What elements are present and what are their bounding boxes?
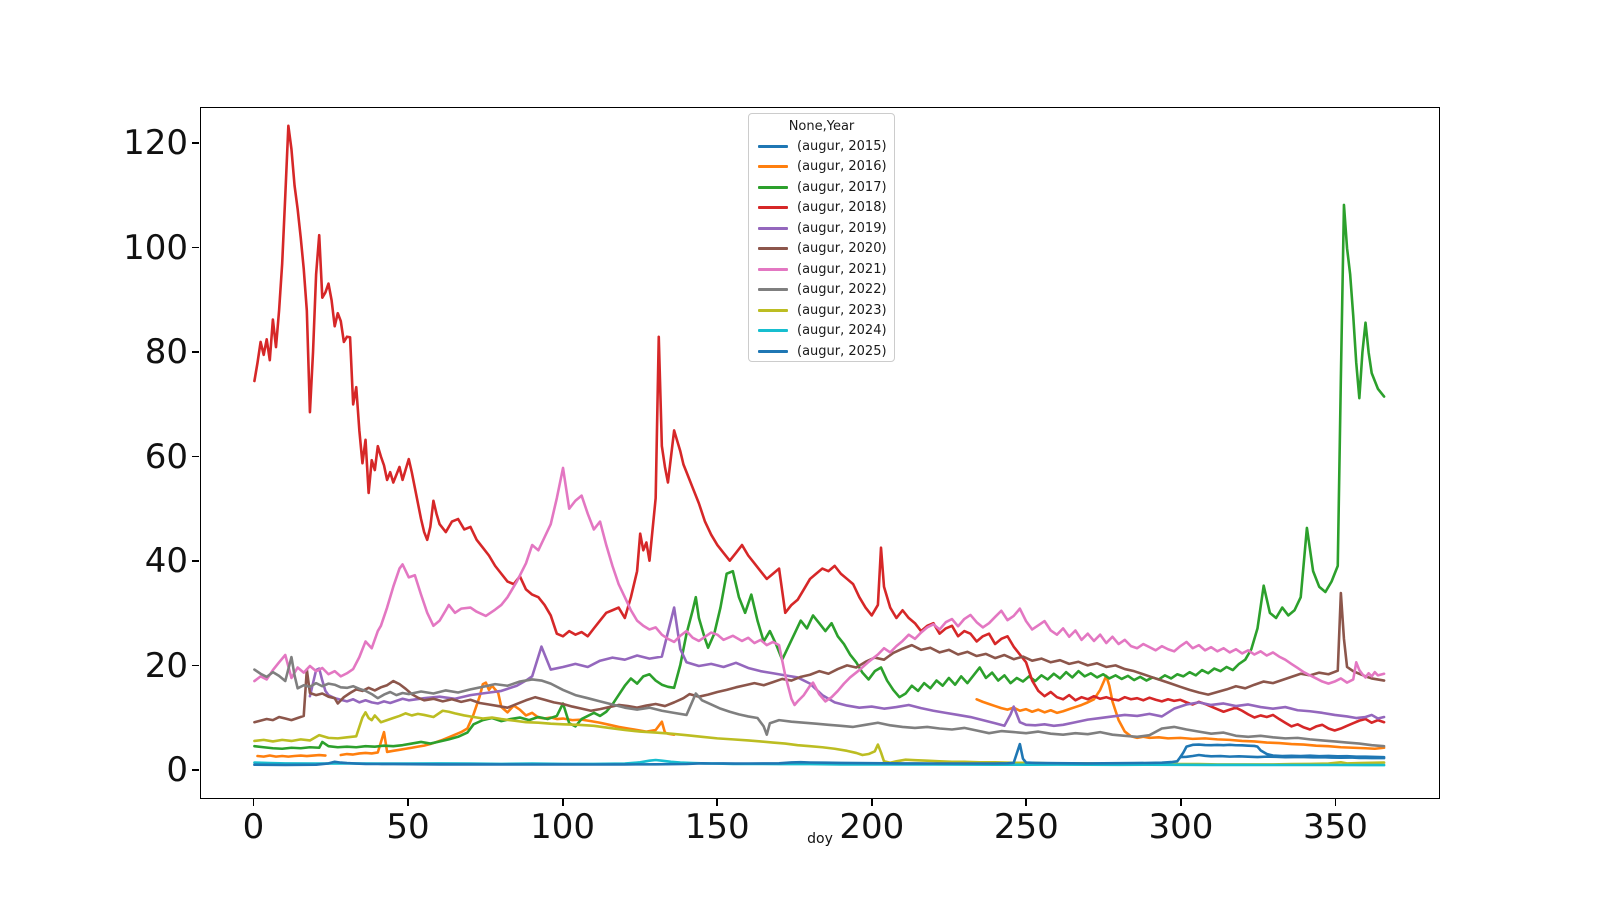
- x-tick-label: 100: [530, 807, 596, 847]
- legend-swatch-2016: [758, 165, 788, 169]
- legend-item-2023: (augur, 2023): [749, 300, 894, 321]
- series-line-2022: [253, 655, 1386, 748]
- y-tick-mark: [192, 351, 199, 353]
- legend-swatch-2015: [758, 144, 788, 148]
- series-line-2017: [253, 203, 1386, 751]
- legend-label-2015: (augur, 2015): [797, 138, 887, 154]
- x-tick-mark: [407, 799, 409, 806]
- y-tick-label: 120: [123, 123, 188, 164]
- y-tick-label: 100: [123, 227, 188, 268]
- x-tick-mark: [1180, 799, 1182, 806]
- legend: None,Year (augur, 2015) (augur, 2016) (aug…: [748, 113, 895, 362]
- x-tick-mark: [561, 799, 564, 806]
- legend-swatch-2023: [758, 308, 788, 312]
- legend-swatch-2020: [758, 247, 788, 251]
- y-tick-label: 20: [144, 645, 188, 686]
- series-line-2025: [253, 742, 1386, 767]
- legend-item-2024: (augur, 2024): [749, 321, 894, 342]
- legend-swatch-2021: [758, 267, 788, 271]
- plot-svg: [253, 124, 1386, 767]
- legend-item-2017: (augur, 2017): [749, 177, 894, 198]
- legend-label-2022: (augur, 2022): [797, 282, 887, 298]
- legend-label-2025: (augur, 2025): [797, 343, 887, 359]
- legend-swatch-2022: [758, 288, 788, 292]
- legend-item-2019: (augur, 2019): [749, 218, 894, 239]
- legend-item-2016: (augur, 2016): [749, 157, 894, 178]
- legend-swatch-2019: [758, 226, 788, 230]
- y-tick-label: 0: [166, 750, 188, 790]
- series-line-2016: [975, 674, 1386, 751]
- legend-label-2018: (augur, 2018): [797, 200, 887, 216]
- legend-item-2022: (augur, 2022): [749, 280, 894, 301]
- legend-item-2018: (augur, 2018): [749, 198, 894, 219]
- x-tick-label: 350: [1303, 807, 1368, 847]
- series-line-2021: [253, 466, 1386, 707]
- x-tick-mark: [1025, 799, 1028, 806]
- legend-item-2020: (augur, 2020): [749, 239, 894, 260]
- y-tick-mark: [192, 246, 199, 249]
- x-tick-mark: [870, 799, 873, 806]
- x-tick-label: 50: [386, 807, 430, 847]
- legend-label-2017: (augur, 2017): [797, 179, 887, 195]
- x-tick-mark: [716, 799, 719, 806]
- legend-swatch-2024: [758, 329, 788, 333]
- legend-items: (augur, 2015) (augur, 2016) (augur, 2017) (…: [749, 136, 894, 362]
- legend-label-2024: (augur, 2024): [797, 323, 887, 339]
- x-tick-mark: [1334, 799, 1337, 806]
- y-tick-label: 40: [144, 541, 188, 582]
- y-tick-mark: [192, 560, 199, 562]
- y-tick-mark: [192, 664, 199, 667]
- y-tick-label: 60: [144, 436, 188, 477]
- series-line-2015: [1179, 743, 1386, 759]
- series-line-2018: [253, 124, 1386, 732]
- legend-label-2021: (augur, 2021): [797, 261, 887, 277]
- series-line-2020: [253, 591, 1386, 724]
- legend-swatch-2018: [758, 206, 788, 210]
- x-tick-label: 250: [993, 807, 1059, 847]
- legend-label-2016: (augur, 2016): [797, 159, 887, 175]
- legend-label-2023: (augur, 2023): [797, 302, 887, 318]
- x-axis-label: doy: [807, 831, 833, 847]
- x-tick-label: 200: [839, 807, 905, 847]
- legend-item-2015: (augur, 2015): [749, 136, 894, 157]
- series-line-2016: [256, 753, 327, 758]
- legend-item-2025: (augur, 2025): [749, 341, 894, 362]
- y-tick-mark: [192, 455, 199, 458]
- legend-swatch-2025: [758, 349, 788, 353]
- y-tick-mark: [192, 142, 199, 144]
- y-tick-mark: [192, 769, 199, 771]
- legend-item-2021: (augur, 2021): [749, 259, 894, 280]
- legend-title: None,Year: [788, 119, 855, 134]
- legend-label-2019: (augur, 2019): [797, 220, 887, 236]
- x-tick-mark: [252, 799, 255, 806]
- legend-swatch-2017: [758, 185, 788, 189]
- series-line-2019: [308, 606, 1386, 728]
- x-tick-label: 150: [684, 807, 750, 847]
- legend-label-2020: (augur, 2020): [797, 241, 887, 257]
- x-tick-label: 0: [242, 807, 265, 847]
- x-tick-label: 300: [1148, 807, 1214, 847]
- y-tick-label: 80: [144, 332, 188, 373]
